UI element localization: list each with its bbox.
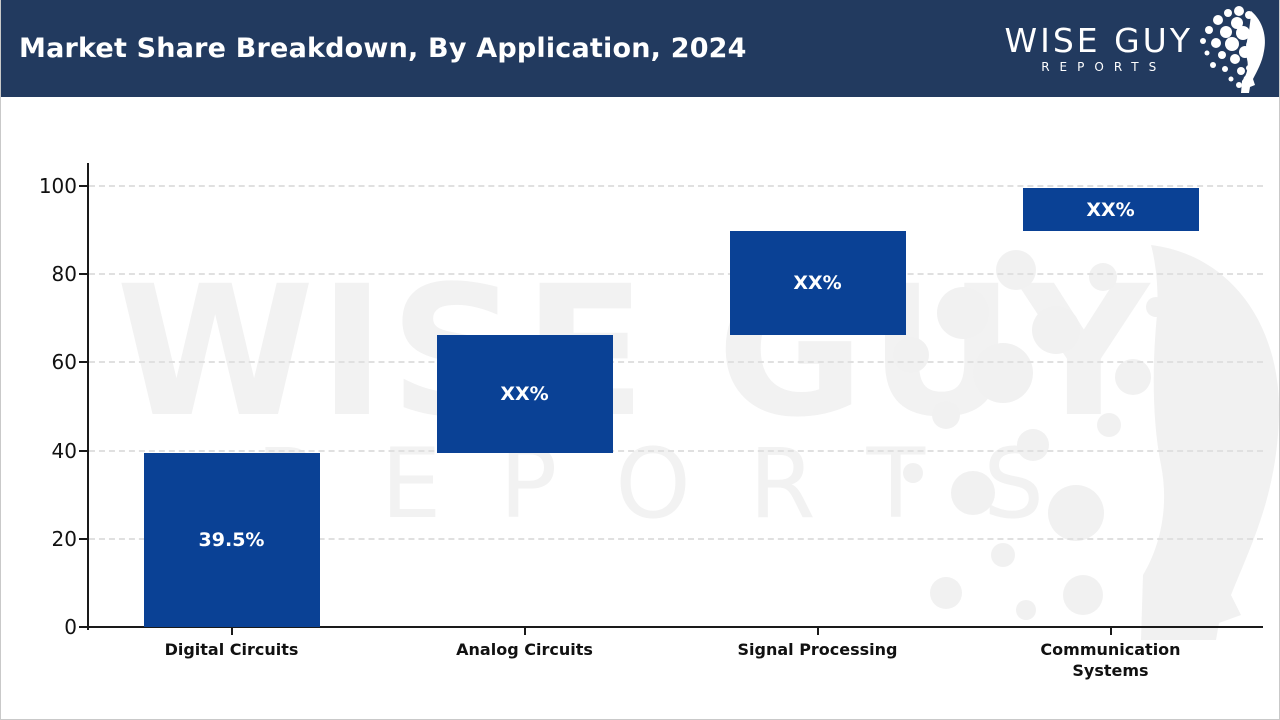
x-tick-label-2: Signal Processing	[688, 640, 948, 661]
bar-communication-systems: XX%	[1022, 188, 1199, 232]
gridline-60	[89, 361, 1263, 364]
wise-guy-reports-logo: WISE GUY REPORTS	[1004, 5, 1267, 93]
x-tick-label-line: Systems	[1072, 660, 1149, 680]
x-tick-label-line: Communication	[1040, 640, 1181, 659]
y-tickmark-100	[79, 185, 87, 187]
bar-value-label: XX%	[793, 272, 842, 295]
bar-digital-circuits: 39.5%	[143, 452, 320, 627]
x-tickmark-1	[523, 628, 526, 635]
header: Market Share Breakdown, By Application, …	[1, 0, 1279, 97]
gridline-80	[89, 273, 1263, 276]
x-tick-label-line: Signal Processing	[737, 640, 898, 659]
y-tickmark-80	[79, 273, 87, 276]
x-tick-label-0: Digital Circuits	[102, 640, 362, 661]
gridline-40	[89, 449, 1263, 452]
x-tick-label-3: Communication Systems	[981, 640, 1241, 682]
x-tick-label-1: Analog Circuits	[395, 640, 655, 661]
bar-signal-processing: XX%	[729, 231, 906, 335]
logo-text-wiseguy: WISE GUY	[1004, 20, 1193, 60]
bar-value-label: 39.5%	[198, 528, 265, 551]
y-axis-spine	[87, 163, 89, 630]
watermark-text-reports: REPORTS	[256, 428, 1103, 540]
y-tick-label-0: 0	[64, 615, 77, 639]
y-tickmark-60	[79, 361, 87, 364]
chart-title: Market Share Breakdown, By Application, …	[19, 33, 747, 64]
x-axis-spine	[87, 626, 1263, 628]
watermark-text-wiseguy: WISE GUY	[116, 248, 1154, 457]
x-tick-label-line: Digital Circuits	[164, 640, 299, 659]
gridline-20	[89, 537, 1263, 540]
y-tick-label-80: 80	[51, 262, 77, 287]
bar-value-label: XX%	[1086, 198, 1135, 221]
y-tickmark-0	[79, 626, 87, 628]
y-tick-label-100: 100	[38, 174, 77, 198]
y-tick-label-40: 40	[51, 438, 77, 463]
bar-analog-circuits: XX%	[436, 334, 613, 453]
y-tick-label-20: 20	[51, 526, 77, 551]
x-tick-label-line: Analog Circuits	[456, 640, 593, 659]
y-tickmark-20	[79, 537, 87, 540]
x-tickmark-2	[816, 628, 819, 635]
watermark-face-icon	[893, 245, 1279, 640]
x-tickmark-0	[230, 628, 233, 635]
logo-text-reports: REPORTS	[1041, 59, 1167, 74]
bar-value-label: XX%	[500, 382, 549, 405]
gridline-100	[89, 185, 1263, 187]
y-tickmark-40	[79, 449, 87, 452]
logo-wordmark: WISE GUY REPORTS	[1004, 24, 1193, 74]
logo-face-icon	[1200, 5, 1265, 93]
y-tick-label-60: 60	[51, 350, 77, 375]
x-tickmark-3	[1109, 628, 1112, 635]
